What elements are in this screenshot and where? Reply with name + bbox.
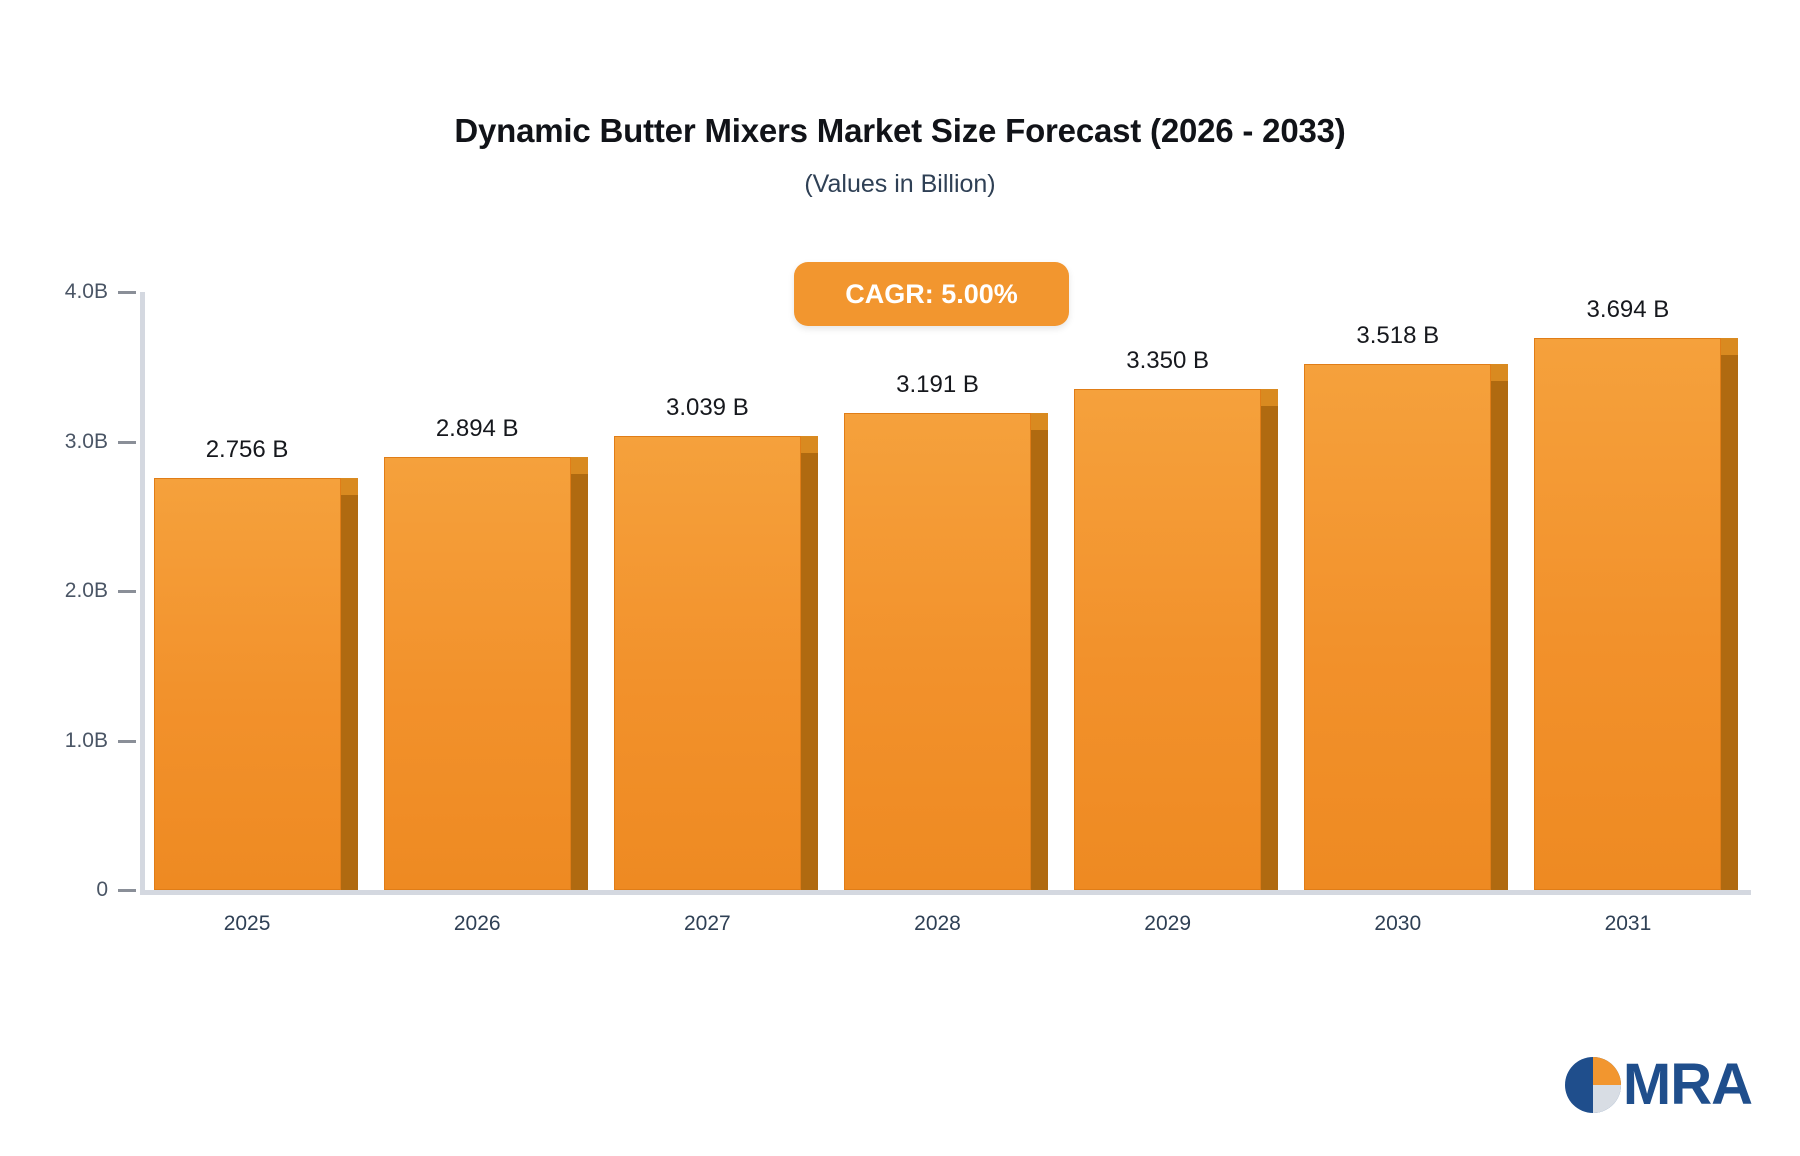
y-tick-mark	[118, 889, 136, 892]
bar-front-face	[844, 412, 1031, 890]
bar-value-label: 3.191 B	[896, 370, 979, 398]
x-tick-label: 2028	[914, 912, 961, 935]
y-tick-label: 0	[96, 878, 108, 901]
x-tick-label: 2029	[1144, 912, 1191, 935]
chart-subtitle: (Values in Billion)	[804, 170, 996, 198]
bar-value-label: 3.518 B	[1356, 322, 1440, 350]
x-tick-label: 2031	[1604, 912, 1652, 935]
bar-top-face	[800, 435, 818, 453]
bar-top-face	[1261, 389, 1279, 407]
bar-2025[interactable]: 2.756 B	[153, 436, 358, 890]
bar-front-face	[1304, 364, 1492, 890]
bar-side-face	[1031, 429, 1048, 890]
bar-side-face	[1491, 381, 1509, 890]
bar-front-face	[1074, 389, 1262, 890]
y-tick-label: 3.0B	[64, 429, 108, 453]
bar-top-face	[1721, 337, 1739, 355]
y-axis-line	[140, 292, 145, 895]
bar-top-face	[1031, 412, 1048, 430]
cagr-badge: CAGR: 5.00%	[794, 262, 1069, 326]
bar-side-face	[570, 474, 588, 890]
bar-2027[interactable]: 3.039 B	[613, 394, 818, 890]
y-tick-label: 2.0B	[64, 579, 108, 602]
plot-area: 0 1.0B 2.0B 3.0B 4.0B 2.756 B 2.894 B 3.039 B 3…	[65, 280, 1751, 935]
logo-wordmark: MRA	[1622, 1052, 1753, 1117]
y-tick-mark	[118, 440, 136, 444]
bar-front-face	[1534, 337, 1722, 890]
bar-side-face	[800, 452, 818, 890]
bar-side-face	[340, 494, 358, 890]
x-axis-line	[140, 890, 1751, 895]
bar-top-face	[340, 477, 358, 495]
bar-2028[interactable]: 3.191 B	[844, 371, 1048, 890]
bar-front-face	[613, 435, 801, 890]
y-tick-mark	[118, 739, 136, 743]
bar-value-label: 3.694 B	[1586, 295, 1670, 323]
x-tick-label: 2026	[453, 912, 501, 935]
x-tick-label: 2030	[1374, 912, 1422, 935]
bar-front-face	[153, 477, 341, 890]
bar-2029[interactable]: 3.350 B	[1074, 347, 1279, 890]
bar-value-label: 2.756 B	[205, 435, 289, 463]
bar-value-label: 3.039 B	[665, 393, 749, 421]
y-tick-label: 4.0B	[64, 280, 108, 303]
mra-logo: MRA	[1564, 1052, 1753, 1117]
bar-2026[interactable]: 2.894 B	[383, 415, 588, 890]
bar-top-face	[570, 457, 588, 475]
bar-side-face	[1721, 354, 1739, 890]
bar-2030[interactable]: 3.518 B	[1304, 322, 1509, 890]
pie-chart-circle-icon	[1564, 1057, 1621, 1113]
y-tick-mark	[118, 590, 136, 593]
y-tick-label: 1.0B	[64, 728, 108, 752]
x-tick-label: 2025	[223, 912, 271, 935]
y-tick-mark	[118, 291, 136, 294]
bar-value-label: 3.350 B	[1126, 347, 1209, 375]
chart-title: Dynamic Butter Mixers Market Size Foreca…	[454, 112, 1346, 149]
bar-side-face	[1261, 406, 1279, 890]
bar-top-face	[1491, 364, 1509, 382]
bar-value-label: 2.894 B	[435, 415, 519, 443]
bar-2031[interactable]: 3.694 B	[1534, 296, 1739, 890]
bar-front-face	[383, 457, 571, 890]
x-tick-label: 2027	[683, 912, 731, 935]
